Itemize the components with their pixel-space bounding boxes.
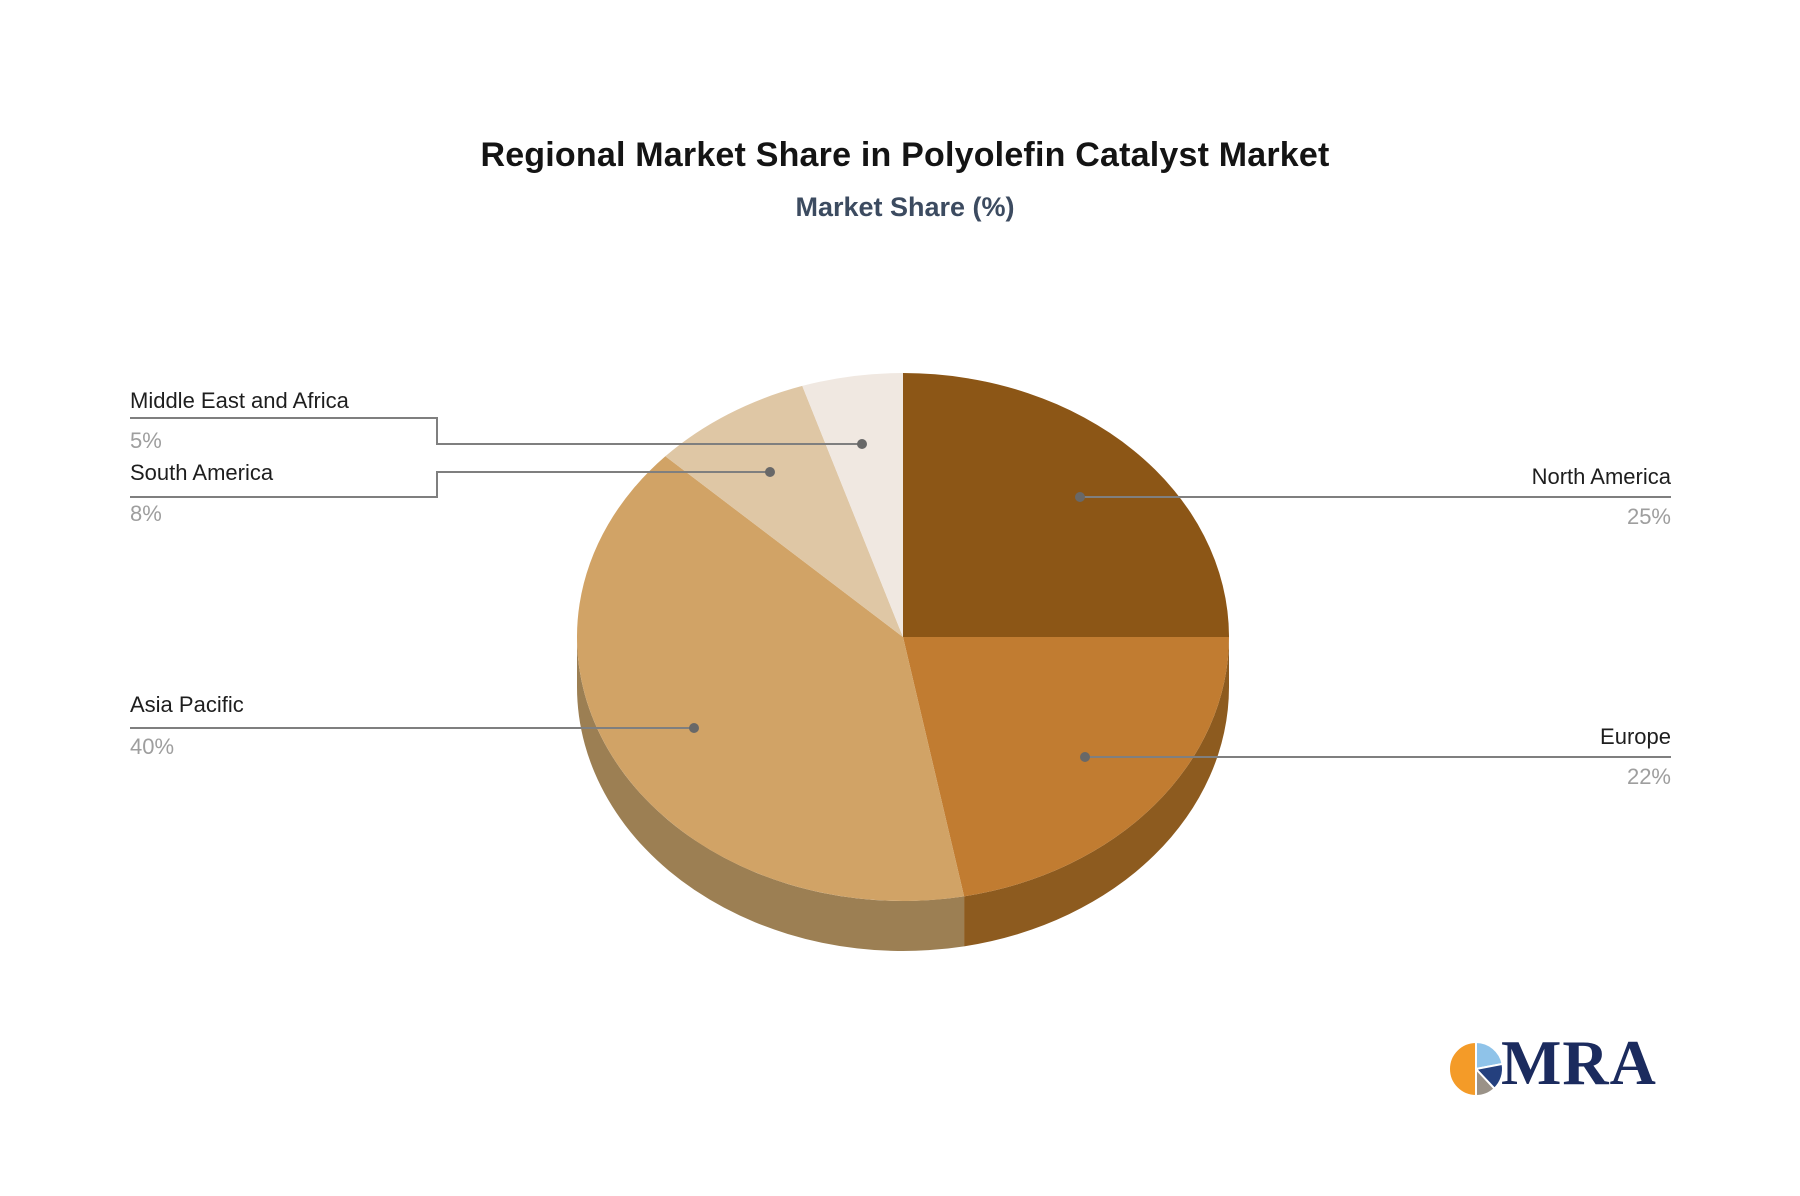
- pie-slice-europe[interactable]: [903, 637, 1229, 897]
- callout-europe: Europe: [1600, 724, 1671, 750]
- pie-slice-side-europe: [964, 637, 1229, 947]
- callout-middle-east-and-africa-pct: 5%: [130, 428, 162, 454]
- pie-slice-orange[interactable]: [1448, 1041, 1477, 1097]
- callout-north-america: North America: [1532, 464, 1671, 490]
- slice-label: Middle East and Africa: [130, 388, 349, 413]
- pie-slice-north-america[interactable]: [903, 373, 1229, 637]
- slice-percent: 5%: [130, 428, 162, 453]
- callout-middle-east-and-africa: Middle East and Africa: [130, 388, 349, 414]
- pie-slice-south-america[interactable]: [665, 385, 903, 637]
- callout-asia-pacific: Asia Pacific: [130, 692, 244, 718]
- slice-percent: 40%: [130, 734, 175, 759]
- slice-label: Asia Pacific: [130, 692, 244, 717]
- pie-slice-middle-east-and-africa[interactable]: [802, 373, 903, 637]
- callout-asia-pacific-pct: 40%: [130, 734, 174, 760]
- callout-dot-europe: [1080, 752, 1090, 762]
- slice-label: South America: [130, 460, 274, 485]
- pie-slice-side-asia-pacific: [577, 637, 965, 951]
- slice-percent: 25%: [1626, 504, 1671, 529]
- callout-south-america-pct: 8%: [130, 501, 162, 527]
- pie-slice-asia-pacific[interactable]: [576, 456, 965, 902]
- chart-subtitle: Market Share (%): [795, 192, 1015, 222]
- callout-line-middle-east-and-africa: [130, 417, 862, 445]
- callout-south-america: South America: [130, 460, 273, 486]
- slice-percent: 8%: [130, 501, 162, 526]
- callout-dot-middle-east-and-africa: [857, 439, 867, 449]
- mra-logo-text: MRA: [1501, 1027, 1657, 1098]
- slice-label: North America: [1531, 464, 1671, 489]
- slice-percent: 22%: [1626, 764, 1671, 789]
- callout-north-america-pct: 25%: [1627, 504, 1671, 530]
- callout-dot-asia-pacific: [689, 723, 699, 733]
- slice-label: Europe: [1600, 724, 1671, 749]
- chart-title: Regional Market Share in Polyolefin Cata…: [480, 136, 1330, 174]
- callout-dot-north-america: [1075, 492, 1085, 502]
- callout-dot-south-america: [765, 467, 775, 477]
- callout-europe-pct: 22%: [1627, 764, 1671, 790]
- callout-line-south-america: [130, 471, 770, 498]
